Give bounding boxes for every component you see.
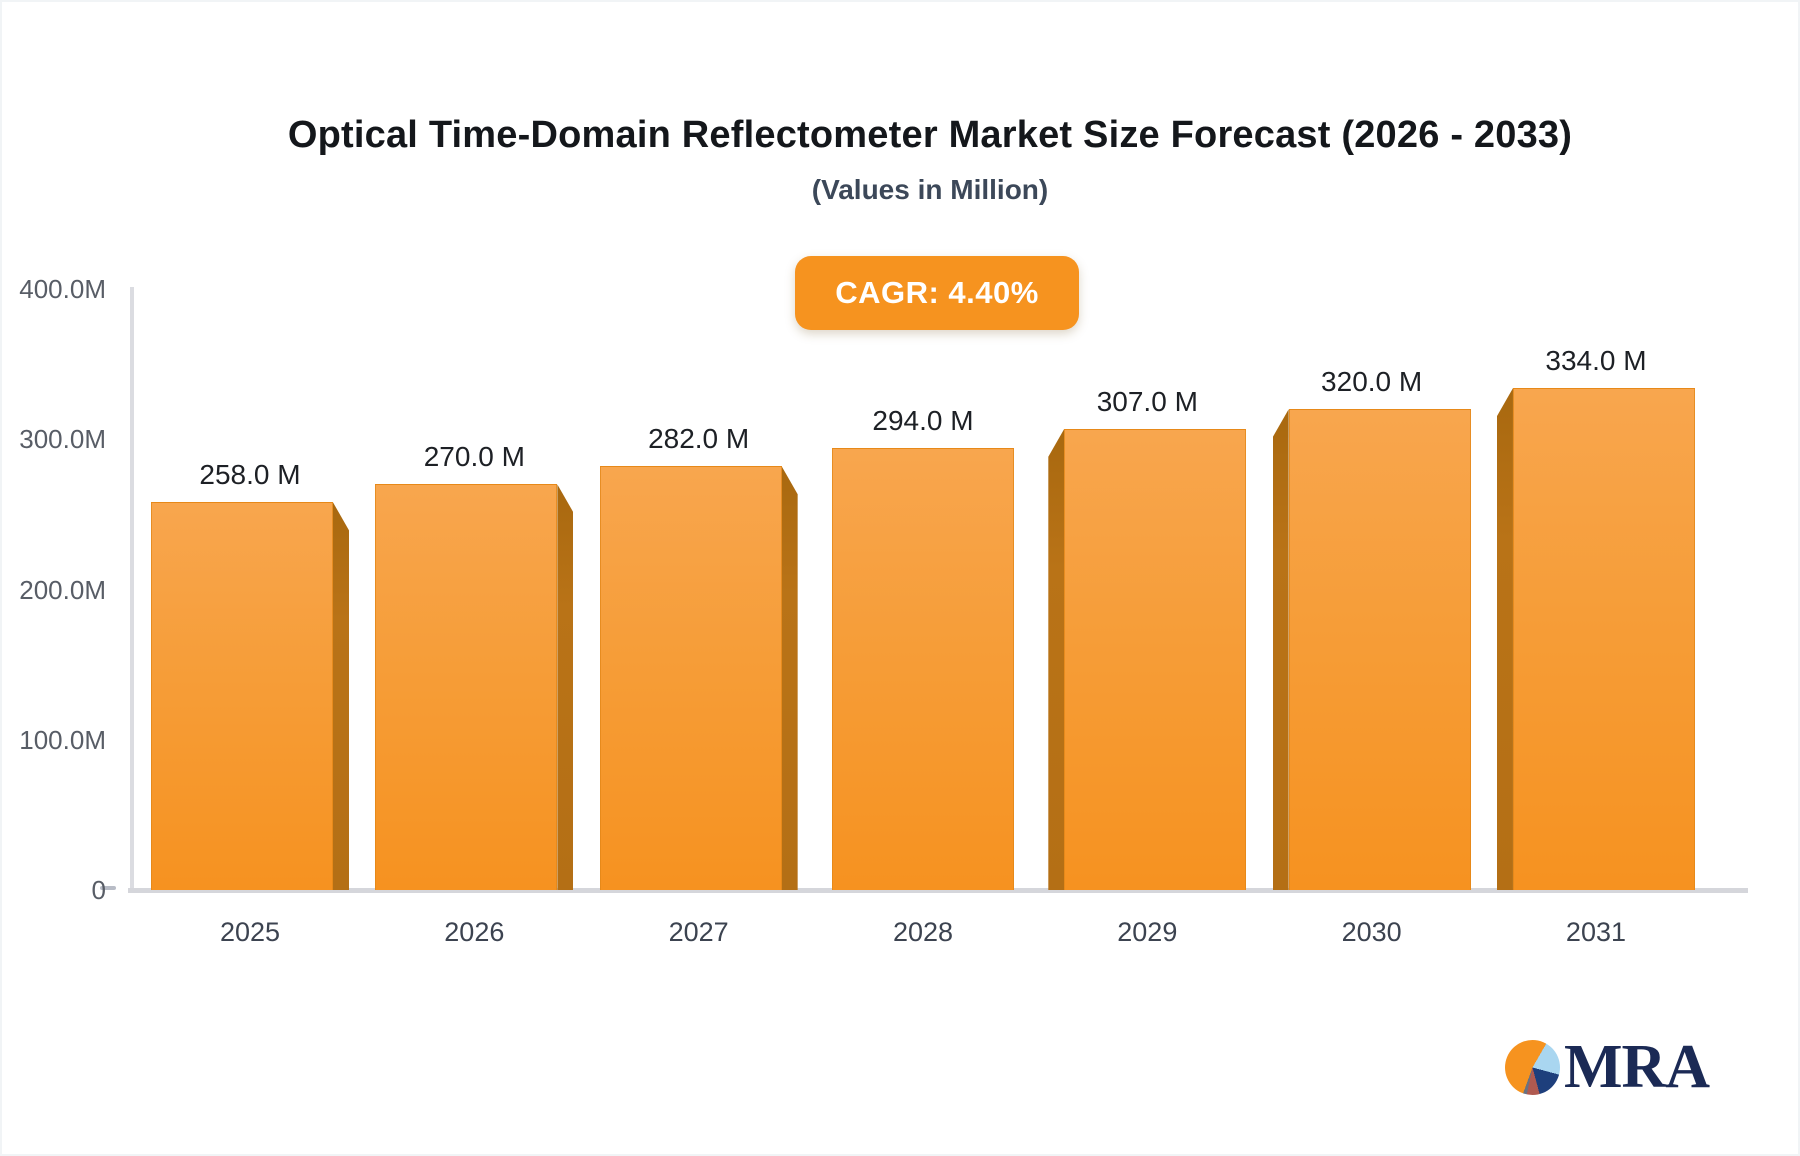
bar-2026-3d-side — [557, 484, 574, 890]
bar-2026[interactable] — [375, 484, 558, 890]
y-axis-line — [130, 287, 134, 890]
x-tick-label-2031: 2031 — [1565, 917, 1626, 947]
x-tick-label-2025: 2025 — [219, 917, 281, 947]
chart-title: Optical Time-Domain Reflectometer Market… — [287, 114, 1573, 156]
bar-2027[interactable] — [599, 466, 782, 890]
mra-logo: MRA — [1505, 1033, 1710, 1101]
bar-value-label-2031: 334.0 M — [1545, 345, 1647, 377]
y-tick-label: 300.0M — [19, 424, 106, 455]
bar-value-label-2026: 270.0 M — [423, 441, 525, 473]
bar-2027-3d-side — [781, 466, 798, 890]
chart-subtitle: (Values in Million) — [811, 174, 1049, 205]
x-tick-label-2026: 2026 — [444, 917, 505, 947]
y-tick-label: 200.0M — [19, 574, 106, 605]
zero-tick-mark — [100, 886, 116, 890]
bar-value-label-2030: 320.0 M — [1321, 366, 1423, 398]
bar-2025-3d-side — [333, 502, 349, 890]
cagr-badge: CAGR: 4.40% — [795, 256, 1079, 330]
bar-value-label-2027: 282.0 M — [648, 423, 750, 455]
y-tick-label: 0 — [91, 875, 106, 905]
pie-chart-logo-icon — [1505, 1040, 1560, 1095]
bar-2029-3d-side — [1048, 428, 1065, 890]
x-axis-baseline — [128, 888, 1748, 893]
x-tick-label-2027: 2027 — [668, 917, 729, 947]
x-tick-label-2030: 2030 — [1341, 917, 1402, 947]
y-tick-label: 400.0M — [19, 274, 106, 304]
bar-2030-3d-side — [1272, 409, 1289, 890]
bar-2031-3d-side — [1496, 388, 1513, 890]
bar-value-label-2029: 307.0 M — [1096, 385, 1198, 417]
bar-2025[interactable] — [151, 502, 333, 890]
bar-value-label-2028: 294.0 M — [872, 405, 974, 437]
bar-2030[interactable] — [1288, 409, 1471, 890]
bar-2029[interactable] — [1064, 428, 1247, 890]
cagr-badge-label: CAGR: 4.40% — [835, 275, 1039, 310]
bar-value-label-2025: 258.0 M — [199, 459, 301, 491]
x-tick-label-2029: 2029 — [1117, 917, 1178, 947]
bar-2031[interactable] — [1512, 388, 1695, 890]
x-tick-label-2028: 2028 — [892, 917, 954, 947]
bar-2028[interactable] — [831, 448, 1014, 890]
logo-text: MRA — [1564, 1033, 1710, 1101]
y-tick-label: 100.0M — [19, 724, 106, 755]
